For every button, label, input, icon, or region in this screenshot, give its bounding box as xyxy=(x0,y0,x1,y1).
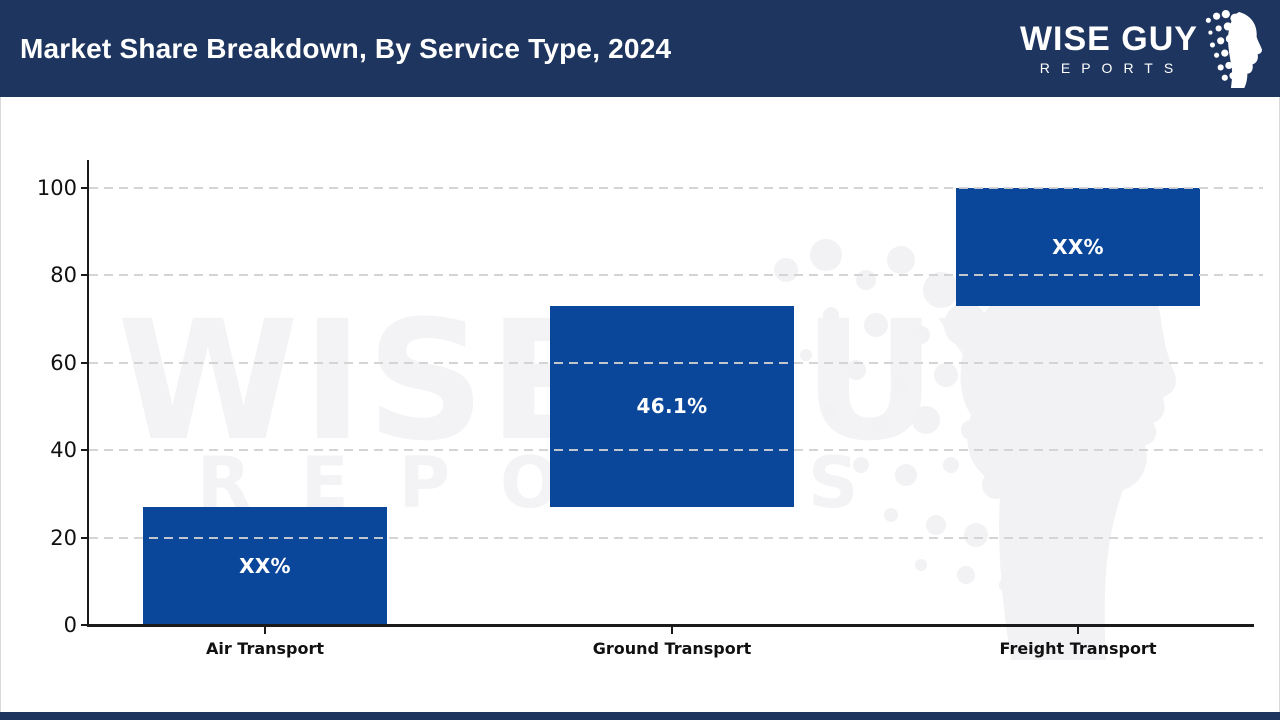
gridline-100 xyxy=(89,186,1263,189)
x-tick-2 xyxy=(671,627,673,634)
y-tick-40 xyxy=(81,449,89,451)
logo-subtext: REPORTS xyxy=(1039,60,1185,76)
y-tick-label-0: 0 xyxy=(63,613,77,637)
x-axis xyxy=(87,624,1254,627)
category-label-2: Ground Transport xyxy=(592,639,752,658)
y-tick-label-20: 20 xyxy=(50,525,77,550)
chart-bar-freight-transport: XX% xyxy=(956,187,1200,306)
wiseguy-face-icon xyxy=(1205,9,1262,88)
gridline-40 xyxy=(89,449,1263,451)
gridline-20 xyxy=(89,536,1263,539)
y-tick-label-60: 60 xyxy=(50,350,77,375)
chart-bar-air-transport: XX% xyxy=(143,507,387,625)
bar-value-label: XX% xyxy=(1052,234,1104,259)
page-title: Market Share Breakdown, By Service Type,… xyxy=(20,32,672,64)
wiseguy-logo: WISE GUY REPORTS xyxy=(1019,9,1262,88)
y-axis xyxy=(87,160,89,627)
gridline-60 xyxy=(89,361,1263,364)
logo-wordmark: WISE GUY xyxy=(1019,20,1198,58)
gridline-80 xyxy=(89,274,1263,276)
y-tick-label-40: 40 xyxy=(50,438,77,462)
header-bar: Market Share Breakdown, By Service Type,… xyxy=(0,0,1280,97)
y-tick-80 xyxy=(81,274,89,276)
category-label-3: Freight Transport xyxy=(999,639,1157,658)
y-tick-0 xyxy=(81,624,89,626)
bar-value-label: 46.1% xyxy=(636,394,708,419)
bar-value-label: XX% xyxy=(239,554,291,579)
x-tick-1 xyxy=(264,627,266,634)
y-tick-60 xyxy=(81,361,89,364)
x-tick-3 xyxy=(1077,627,1079,634)
y-tick-20 xyxy=(81,536,89,539)
y-tick-100 xyxy=(81,186,89,189)
chart-area: WISE GUY REPORTS XX%46.1%XX%020406080100… xyxy=(0,97,1280,712)
footer-bar xyxy=(0,712,1280,720)
y-tick-label-100: 100 xyxy=(36,175,77,200)
chart-bar-ground-transport: 46.1% xyxy=(550,305,794,508)
category-label-1: Air Transport xyxy=(205,639,325,658)
y-tick-label-80: 80 xyxy=(50,263,77,287)
